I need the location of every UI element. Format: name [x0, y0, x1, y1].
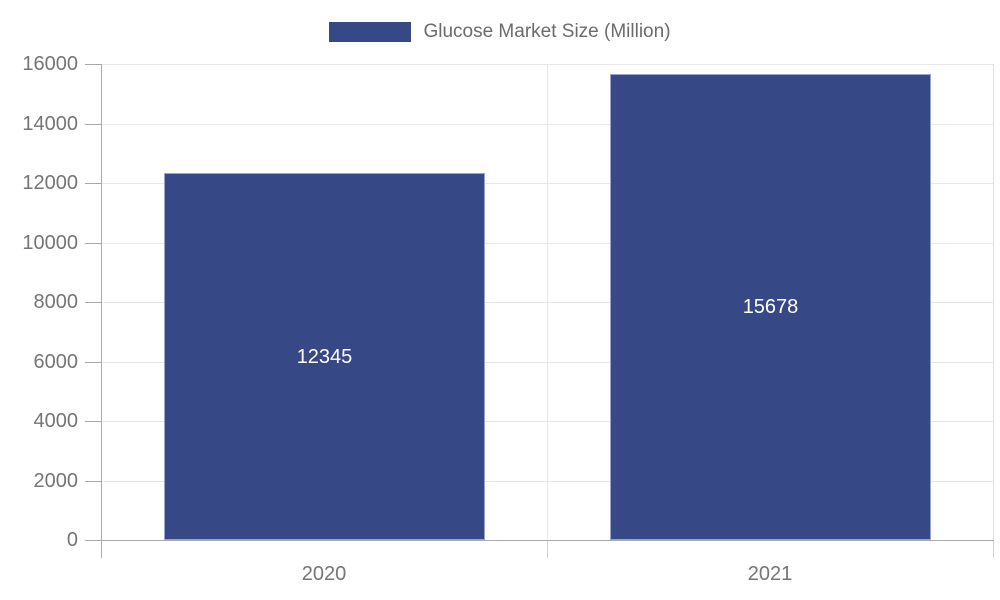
y-axis-tick-label: 2000	[33, 470, 79, 492]
legend-label: Glucose Market Size (Million)	[423, 21, 671, 42]
x-axis-tick	[547, 540, 548, 558]
y-axis-tick	[85, 243, 101, 244]
y-axis-tick-label: 0	[66, 529, 78, 551]
y-axis-tick-label: 4000	[33, 410, 79, 432]
bar-value-label: 15678	[742, 296, 799, 318]
y-axis-tick	[85, 481, 101, 482]
plot-border-right	[993, 64, 994, 540]
y-axis-tick-label: 8000	[33, 291, 79, 313]
y-axis-tick	[85, 183, 101, 184]
y-axis-tick-label: 10000	[22, 232, 78, 254]
bar-2020[interactable]	[164, 173, 485, 540]
y-axis-tick	[85, 64, 101, 65]
y-axis-tick	[85, 302, 101, 303]
chart-legend[interactable]: Glucose Market Size (Million)	[0, 14, 1000, 50]
x-axis-line	[85, 540, 994, 541]
y-axis-tick	[85, 421, 101, 422]
y-axis-line	[101, 64, 102, 558]
y-axis-tick-label: 14000	[22, 113, 78, 135]
legend-swatch	[329, 22, 412, 42]
x-axis-category-label: 2021	[747, 563, 793, 585]
x-axis-category-label: 2020	[301, 563, 347, 585]
y-axis-tick	[85, 124, 101, 125]
y-axis-tick-label: 12000	[22, 172, 78, 194]
y-axis-tick-label: 16000	[22, 53, 78, 75]
x-axis-tick	[993, 540, 994, 558]
bar-value-label: 12345	[296, 346, 353, 368]
bar-2021[interactable]	[610, 74, 931, 540]
y-axis-tick-label: 6000	[33, 351, 79, 373]
y-axis-tick	[85, 362, 101, 363]
x-gridline	[547, 64, 548, 540]
